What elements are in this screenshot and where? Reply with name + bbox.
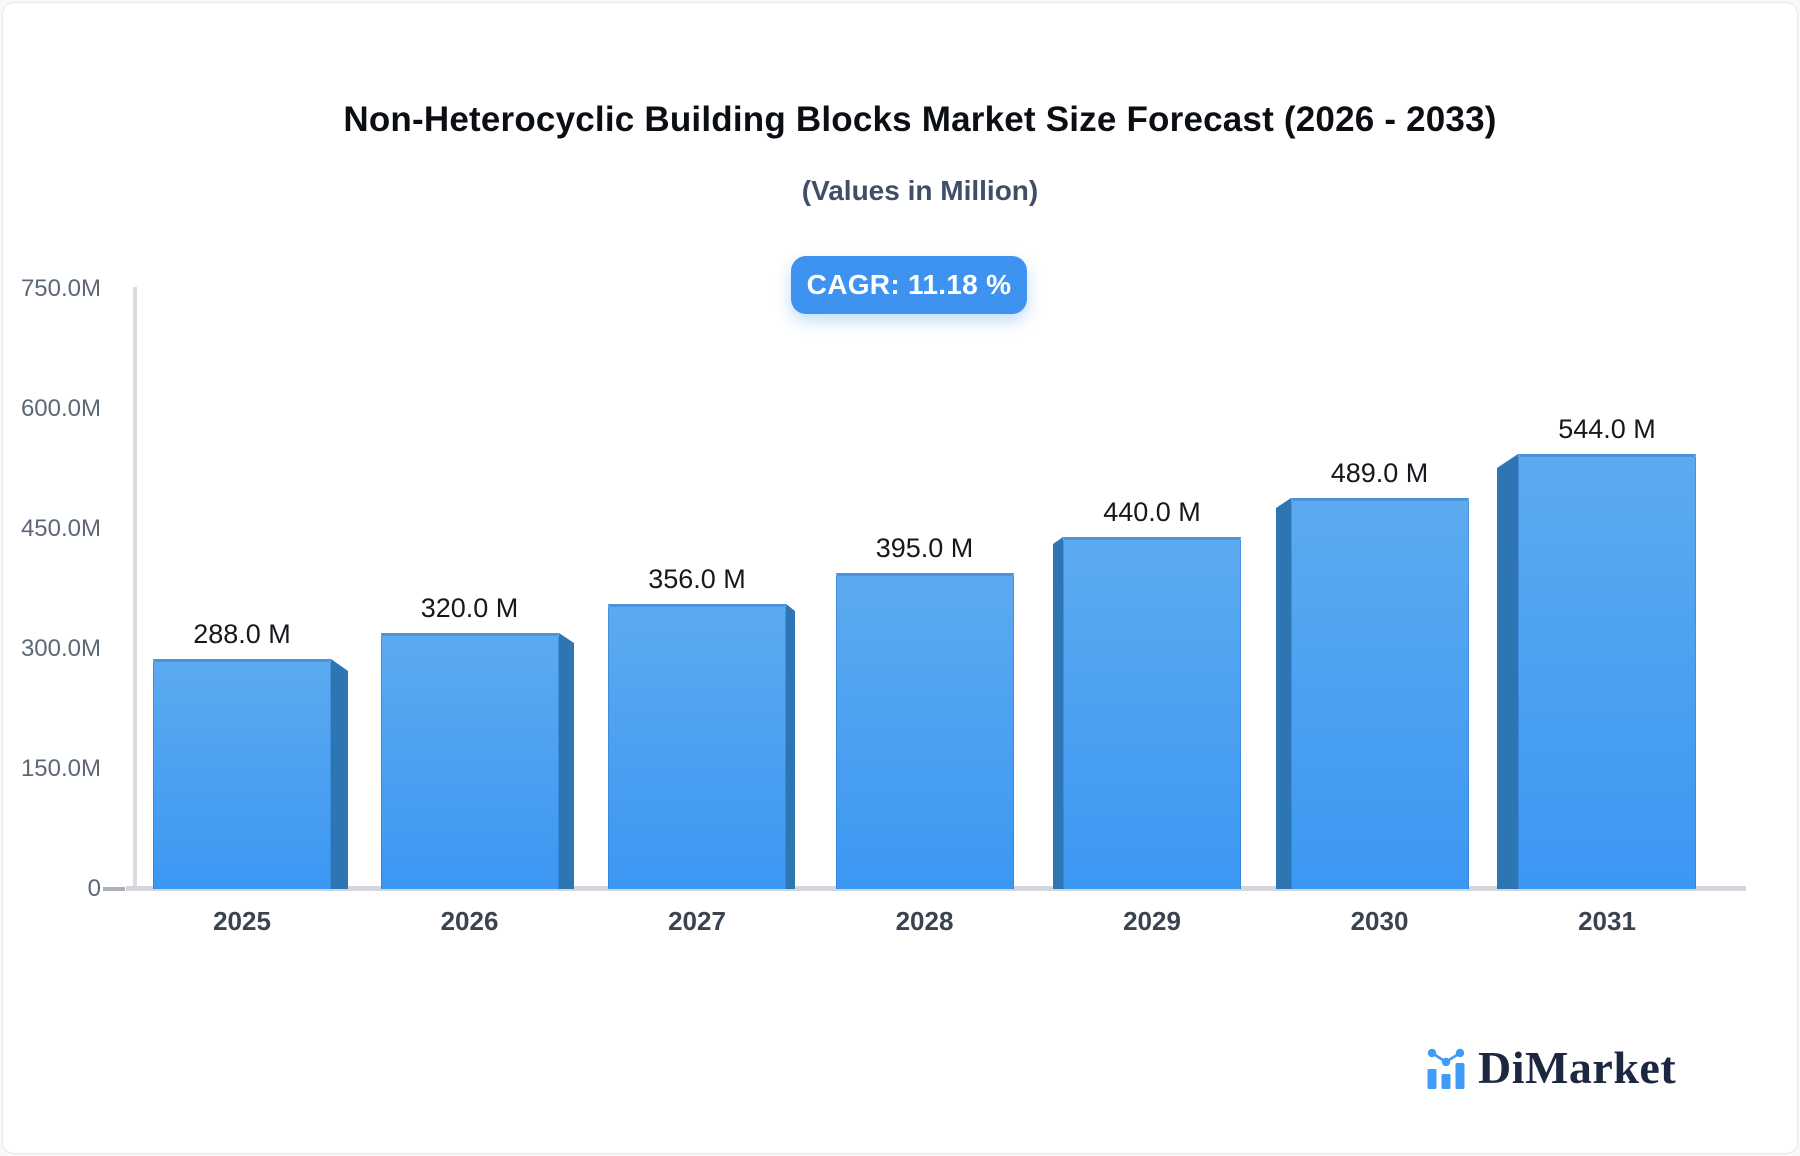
bar-2025[interactable] — [153, 659, 331, 889]
x-axis-label-2029: 2029 — [1123, 906, 1181, 936]
zero-tick-mark — [103, 887, 125, 891]
x-axis-label-2026: 2026 — [440, 906, 499, 936]
bar-2026[interactable] — [381, 633, 559, 889]
bar-3d-side — [1497, 454, 1518, 889]
bar-3d-side — [1276, 498, 1291, 889]
dimarket-logo: DiMarket — [1427, 1043, 1676, 1093]
x-axis-label-2031: 2031 — [1578, 906, 1636, 936]
bar-value-label: 356.0 M — [648, 564, 746, 594]
y-axis-tick-750: 750.0M — [20, 275, 101, 302]
bar-3d-side — [786, 604, 795, 889]
bar-value-label: 395.0 M — [875, 533, 974, 563]
bar-value-label: 288.0 M — [193, 619, 291, 649]
y-axis-line — [133, 287, 137, 891]
bar-value-label: 320.0 M — [420, 593, 519, 623]
bar-3d-side — [1053, 537, 1063, 889]
y-axis-tick-150: 150.0M — [20, 755, 101, 782]
bar-2031[interactable] — [1518, 454, 1696, 889]
cagr-badge: CAGR: 11.18 % — [791, 256, 1027, 314]
chart-subtitle: (Values in Million) — [801, 175, 1039, 206]
y-axis-tick-0: 0 — [87, 875, 101, 902]
bar-value-label: 440.0 M — [1103, 497, 1201, 527]
y-axis-tick-600: 600.0M — [20, 395, 101, 422]
bar-2030[interactable] — [1291, 498, 1469, 889]
dimarket-logo-text: DiMarket — [1478, 1042, 1677, 1093]
bar-value-label: 544.0 M — [1558, 414, 1656, 444]
plot-area: 750.0M 600.0M 450.0M 300.0M 150.0M 0 288.0 M 20… — [3, 3, 1797, 1153]
bar-2027[interactable] — [608, 604, 786, 889]
y-axis-tick-450: 450.0M — [20, 515, 101, 542]
bar-3d-side — [559, 633, 574, 889]
bar-2029[interactable] — [1063, 537, 1241, 889]
bar-3d-side — [331, 659, 348, 889]
dimarket-logo-icon — [1427, 1048, 1465, 1089]
bar-value-label: 489.0 M — [1330, 458, 1429, 488]
bar-2028[interactable] — [836, 573, 1014, 889]
x-axis-label-2027: 2027 — [668, 906, 726, 936]
x-axis-label-2025: 2025 — [213, 906, 271, 936]
chart-title: Non-Heterocyclic Building Blocks Market … — [343, 100, 1497, 139]
x-axis-label-2030: 2030 — [1350, 906, 1409, 936]
y-axis-tick-300: 300.0M — [20, 635, 101, 662]
cagr-badge-label: CAGR: 11.18 % — [806, 269, 1012, 300]
x-axis-label-2028: 2028 — [895, 906, 954, 936]
